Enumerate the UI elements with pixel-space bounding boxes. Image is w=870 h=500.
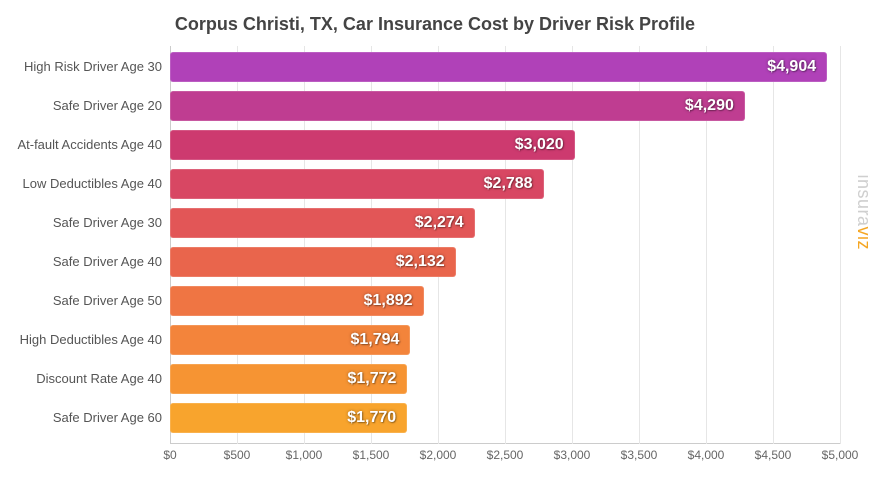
watermark-pre: insura — [855, 174, 870, 226]
bar: $2,132 — [170, 247, 456, 277]
bar-value-label: $2,132 — [396, 253, 445, 271]
y-category-label: Safe Driver Age 60 — [0, 411, 162, 425]
bar: $1,794 — [170, 325, 410, 355]
y-category-label: Discount Rate Age 40 — [0, 372, 162, 386]
bar-value-label: $2,274 — [415, 214, 464, 232]
y-category-label: Safe Driver Age 40 — [0, 255, 162, 269]
bar-value-label: $1,770 — [347, 409, 396, 427]
x-tick-label: $1,000 — [286, 448, 323, 462]
x-tick-label: $3,000 — [554, 448, 591, 462]
x-tick-label: $2,500 — [487, 448, 524, 462]
bar: $1,770 — [170, 403, 407, 433]
bar: $4,290 — [170, 91, 745, 121]
watermark: insuraviz — [854, 174, 870, 250]
bar: $2,274 — [170, 208, 475, 238]
x-tick-label: $4,000 — [688, 448, 725, 462]
bar: $2,788 — [170, 169, 544, 199]
chart-title: Corpus Christi, TX, Car Insurance Cost b… — [0, 0, 870, 43]
x-axis-labels: $0$500$1,000$1,500$2,000$2,500$3,000$3,5… — [170, 448, 840, 468]
gridline — [840, 46, 841, 444]
x-tick-label: $1,500 — [353, 448, 390, 462]
watermark-accent: viz — [855, 227, 870, 251]
bar-value-label: $2,788 — [484, 175, 533, 193]
x-tick-label: $500 — [224, 448, 251, 462]
x-tick-label: $4,500 — [755, 448, 792, 462]
gridline — [773, 46, 774, 444]
x-tick-label: $2,000 — [420, 448, 457, 462]
bar-value-label: $4,904 — [767, 58, 816, 76]
y-category-label: At-fault Accidents Age 40 — [0, 138, 162, 152]
x-tick-label: $5,000 — [822, 448, 859, 462]
bar: $1,892 — [170, 286, 424, 316]
y-category-label: Safe Driver Age 50 — [0, 294, 162, 308]
bar-value-label: $4,290 — [685, 97, 734, 115]
y-category-label: Safe Driver Age 20 — [0, 99, 162, 113]
y-category-label: High Deductibles Age 40 — [0, 333, 162, 347]
bar: $1,772 — [170, 364, 407, 394]
plot-area: $4,904 $4,290 $3,020 $2,788 $2,274 $2,132 $1,8… — [170, 46, 840, 444]
bar: $4,904 — [170, 52, 827, 82]
bar-value-label: $1,892 — [364, 292, 413, 310]
bar-value-label: $3,020 — [515, 136, 564, 154]
y-category-label: Safe Driver Age 30 — [0, 216, 162, 230]
bar: $3,020 — [170, 130, 575, 160]
chart-area: $4,904 $4,290 $3,020 $2,788 $2,274 $2,132 $1,8… — [170, 46, 840, 444]
y-axis-labels: High Risk Driver Age 30 Safe Driver Age 2… — [0, 46, 162, 444]
x-tick-label: $3,500 — [621, 448, 658, 462]
y-category-label: Low Deductibles Age 40 — [0, 177, 162, 191]
y-category-label: High Risk Driver Age 30 — [0, 60, 162, 74]
bar-value-label: $1,772 — [348, 370, 397, 388]
bar-value-label: $1,794 — [350, 331, 399, 349]
x-tick-label: $0 — [163, 448, 176, 462]
